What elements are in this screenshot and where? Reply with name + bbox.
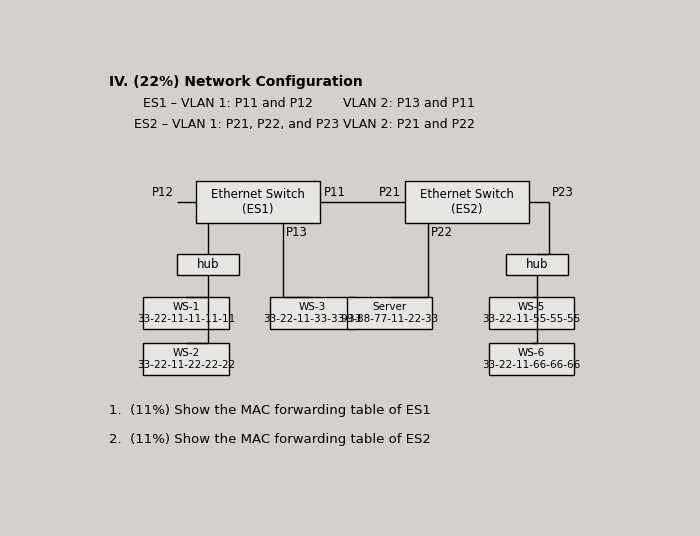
Text: WS-3
33-22-11-33-33-33: WS-3 33-22-11-33-33-33 xyxy=(263,302,361,324)
Text: 1.  (11%) Show the MAC forwarding table of ES1: 1. (11%) Show the MAC forwarding table o… xyxy=(109,404,431,417)
Text: WS-2
33-22-11-22-22-22: WS-2 33-22-11-22-22-22 xyxy=(136,348,235,370)
Text: Server
99-88-77-11-22-33: Server 99-88-77-11-22-33 xyxy=(341,302,439,324)
Text: VLAN 2: P13 and P11: VLAN 2: P13 and P11 xyxy=(343,96,475,110)
Text: ES1 – VLAN 1: P11 and P12: ES1 – VLAN 1: P11 and P12 xyxy=(144,96,313,110)
Text: WS-5
33-22-11-55-55-55: WS-5 33-22-11-55-55-55 xyxy=(482,302,581,324)
FancyBboxPatch shape xyxy=(144,343,228,375)
FancyBboxPatch shape xyxy=(489,343,574,375)
FancyBboxPatch shape xyxy=(489,297,574,329)
FancyBboxPatch shape xyxy=(196,181,320,223)
Text: P21: P21 xyxy=(379,185,401,199)
Text: P11: P11 xyxy=(324,185,346,199)
Text: P12: P12 xyxy=(151,185,174,199)
Text: VLAN 2: P21 and P22: VLAN 2: P21 and P22 xyxy=(343,118,475,131)
FancyBboxPatch shape xyxy=(270,297,355,329)
Text: hub: hub xyxy=(197,258,219,271)
FancyBboxPatch shape xyxy=(176,254,239,276)
Text: Ethernet Switch
(ES2): Ethernet Switch (ES2) xyxy=(420,188,514,216)
FancyBboxPatch shape xyxy=(405,181,529,223)
Text: WS-6
33-22-11-66-66-66: WS-6 33-22-11-66-66-66 xyxy=(482,348,581,370)
Text: P22: P22 xyxy=(430,226,453,239)
Text: ES2 – VLAN 1: P21, P22, and P23: ES2 – VLAN 1: P21, P22, and P23 xyxy=(134,118,339,131)
Text: Ethernet Switch
(ES1): Ethernet Switch (ES1) xyxy=(211,188,305,216)
Text: P13: P13 xyxy=(286,226,308,239)
FancyBboxPatch shape xyxy=(347,297,433,329)
Text: hub: hub xyxy=(526,258,548,271)
Text: WS-1
33-22-11-11-11-11: WS-1 33-22-11-11-11-11 xyxy=(136,302,235,324)
Text: 2.  (11%) Show the MAC forwarding table of ES2: 2. (11%) Show the MAC forwarding table o… xyxy=(109,433,431,446)
FancyBboxPatch shape xyxy=(506,254,568,276)
Text: IV. (22%) Network Configuration: IV. (22%) Network Configuration xyxy=(109,75,363,89)
Text: P23: P23 xyxy=(552,185,573,199)
FancyBboxPatch shape xyxy=(144,297,228,329)
